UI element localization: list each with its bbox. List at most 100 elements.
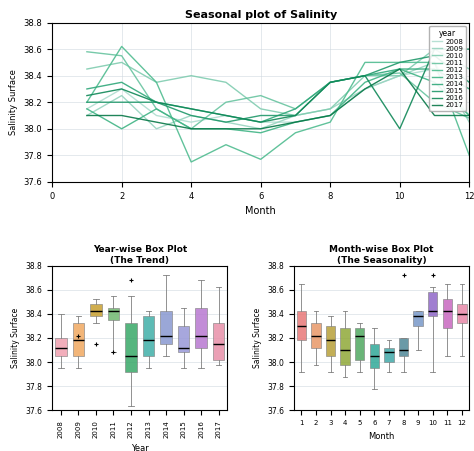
2010	[188, 73, 194, 78]
2017	[223, 126, 229, 132]
2017	[258, 126, 264, 132]
2016	[397, 126, 402, 132]
2017	[84, 113, 90, 118]
2010	[119, 60, 125, 65]
2013	[223, 126, 229, 132]
2016	[223, 113, 229, 118]
2012	[397, 60, 402, 65]
Line: 2014: 2014	[87, 69, 469, 122]
2012	[84, 100, 90, 105]
2008	[328, 113, 333, 118]
Legend: 2008, 2009, 2010, 2011, 2012, 2013, 2014, 2015, 2016, 2017: 2008, 2009, 2010, 2011, 2012, 2013, 2014…	[429, 26, 466, 111]
Line: 2013: 2013	[87, 69, 469, 133]
2011	[154, 106, 159, 111]
2016	[258, 120, 264, 125]
2008	[119, 86, 125, 92]
2012	[292, 130, 298, 135]
2010	[292, 113, 298, 118]
Title: Year-wise Box Plot
(The Trend): Year-wise Box Plot (The Trend)	[92, 245, 187, 265]
2013	[188, 126, 194, 132]
2011	[258, 93, 264, 98]
2013	[466, 113, 472, 118]
2010	[432, 46, 438, 52]
2010	[328, 106, 333, 111]
PathPatch shape	[311, 323, 320, 348]
PathPatch shape	[340, 328, 350, 364]
2009	[258, 126, 264, 132]
2016	[84, 93, 90, 98]
2017	[154, 120, 159, 125]
2014	[119, 79, 125, 85]
2009	[119, 93, 125, 98]
PathPatch shape	[384, 348, 394, 362]
2011	[223, 100, 229, 105]
2015	[397, 60, 402, 65]
2009	[188, 113, 194, 118]
2014	[154, 100, 159, 105]
2008	[154, 113, 159, 118]
2015	[466, 79, 472, 85]
2014	[223, 113, 229, 118]
2017	[466, 113, 472, 118]
2008	[84, 106, 90, 111]
Title: Month-wise Box Plot
(The Seasonality): Month-wise Box Plot (The Seasonality)	[329, 245, 434, 265]
2013	[119, 126, 125, 132]
2013	[154, 106, 159, 111]
2017	[188, 126, 194, 132]
2010	[223, 79, 229, 85]
Line: 2011: 2011	[87, 52, 469, 129]
2009	[397, 73, 402, 78]
Title: Seasonal plot of Salinity: Seasonal plot of Salinity	[184, 10, 337, 20]
2016	[362, 73, 368, 78]
2011	[292, 106, 298, 111]
2017	[362, 86, 368, 92]
2015	[258, 113, 264, 118]
2011	[328, 79, 333, 85]
2011	[119, 53, 125, 59]
2010	[362, 73, 368, 78]
PathPatch shape	[370, 344, 379, 368]
2015	[362, 73, 368, 78]
2014	[258, 120, 264, 125]
PathPatch shape	[428, 292, 438, 316]
2010	[154, 79, 159, 85]
2013	[362, 79, 368, 85]
2014	[292, 106, 298, 111]
2010	[84, 66, 90, 72]
PathPatch shape	[160, 312, 172, 344]
2014	[362, 73, 368, 78]
Line: 2015: 2015	[87, 56, 469, 122]
2017	[119, 113, 125, 118]
PathPatch shape	[143, 316, 154, 356]
2011	[397, 70, 402, 76]
2011	[362, 73, 368, 78]
2016	[432, 46, 438, 52]
2008	[432, 66, 438, 72]
2008	[397, 73, 402, 78]
2017	[397, 66, 402, 72]
2008	[223, 113, 229, 118]
2016	[292, 113, 298, 118]
PathPatch shape	[125, 323, 137, 372]
2010	[466, 66, 472, 72]
2015	[432, 53, 438, 59]
2011	[188, 126, 194, 132]
Line: 2010: 2010	[87, 49, 469, 115]
Line: 2012: 2012	[87, 46, 469, 162]
2014	[432, 66, 438, 72]
2016	[328, 79, 333, 85]
2012	[362, 60, 368, 65]
PathPatch shape	[457, 304, 467, 323]
2012	[154, 79, 159, 85]
2008	[466, 113, 472, 118]
PathPatch shape	[55, 338, 67, 356]
2009	[154, 126, 159, 132]
2012	[119, 44, 125, 49]
X-axis label: Month: Month	[246, 206, 276, 216]
2015	[84, 100, 90, 105]
2015	[188, 113, 194, 118]
2013	[328, 113, 333, 118]
2015	[223, 120, 229, 125]
PathPatch shape	[73, 323, 84, 356]
2012	[258, 156, 264, 162]
